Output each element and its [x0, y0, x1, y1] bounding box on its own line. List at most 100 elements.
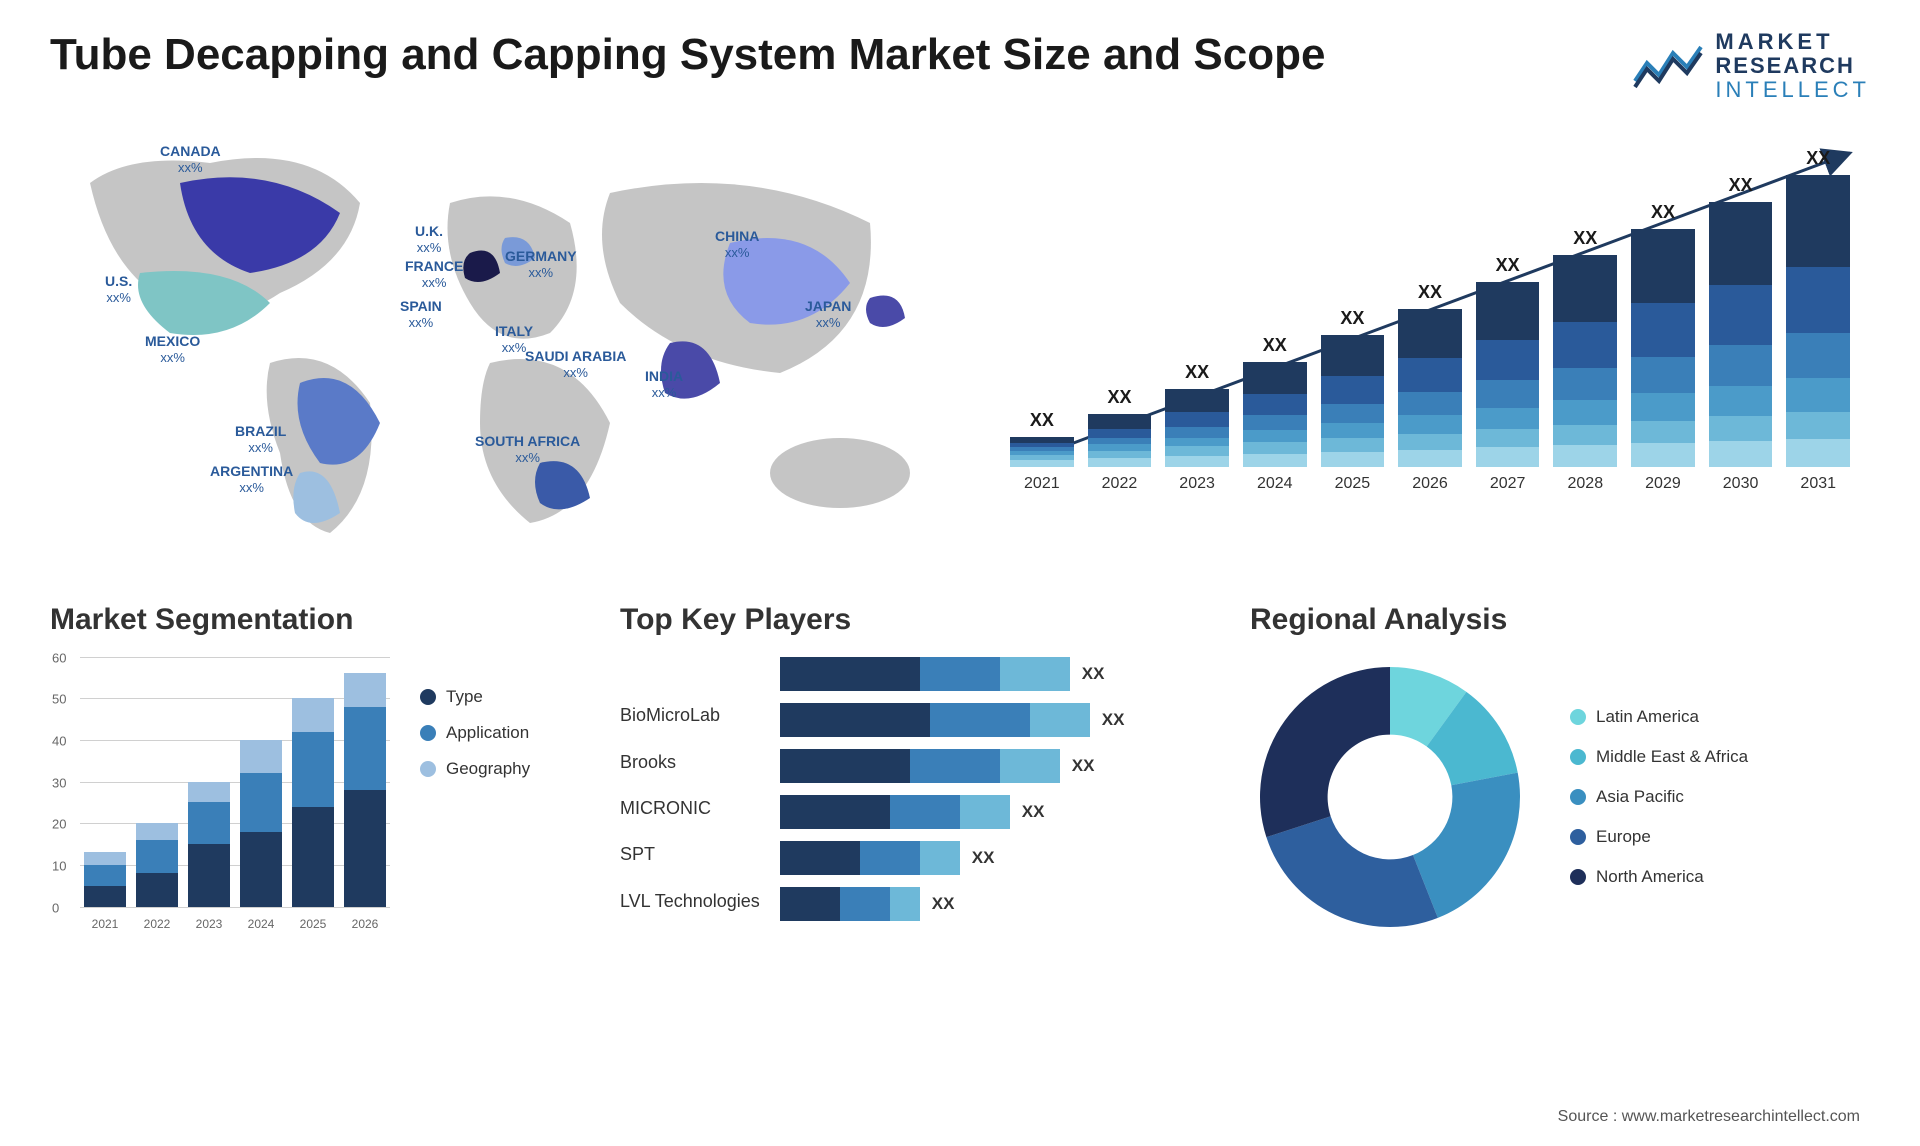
player-name: Brooks: [620, 743, 760, 781]
player-value: XX: [1102, 710, 1125, 730]
growth-bar: XX 2026: [1398, 282, 1462, 493]
growth-bar: XX 2028: [1553, 228, 1617, 492]
growth-bar: XX 2023: [1165, 362, 1229, 493]
segmentation-legend: Type Application Geography: [420, 657, 530, 937]
donut-slice: [1266, 816, 1437, 927]
map-label: MEXICOxx%: [145, 333, 200, 366]
growth-bar: XX 2024: [1243, 335, 1307, 492]
segmentation-bar: 2021: [84, 852, 126, 906]
players-title: Top Key Players: [620, 603, 1200, 637]
growth-bar: XX 2021: [1010, 410, 1074, 493]
brand-logo: MARKET RESEARCH INTELLECT: [1633, 30, 1870, 103]
segmentation-bar: 2026: [344, 673, 386, 906]
growth-bar-year: 2021: [1024, 475, 1060, 493]
header: Tube Decapping and Capping System Market…: [50, 30, 1870, 103]
page-title: Tube Decapping and Capping System Market…: [50, 30, 1325, 80]
map-label: U.K.xx%: [415, 223, 443, 256]
growth-bar-value: XX: [1263, 335, 1287, 356]
legend-item: Asia Pacific: [1570, 787, 1748, 807]
players-labels: BioMicroLabBrooksMICRONICSPTLVL Technolo…: [620, 657, 760, 921]
growth-bar-year: 2029: [1645, 475, 1681, 493]
growth-bar-year: 2023: [1179, 475, 1215, 493]
growth-bar-year: 2022: [1102, 475, 1138, 493]
logo-text: MARKET RESEARCH INTELLECT: [1715, 30, 1870, 103]
growth-bar-value: XX: [1729, 175, 1753, 196]
player-name: MICRONIC: [620, 790, 760, 828]
growth-bar-value: XX: [1806, 148, 1830, 169]
map-label: CHINAxx%: [715, 228, 759, 261]
player-value: XX: [1072, 756, 1095, 776]
donut-slice: [1260, 667, 1390, 837]
map-label: ARGENTINAxx%: [210, 463, 293, 496]
regional-legend: Latin America Middle East & Africa Asia Pa…: [1570, 707, 1748, 887]
map-label: JAPANxx%: [805, 298, 851, 331]
growth-bar: XX 2029: [1631, 202, 1695, 493]
source-attribution: Source : www.marketresearchintellect.com: [1558, 1108, 1860, 1126]
legend-item: Application: [420, 723, 530, 743]
regional-section: Regional Analysis Latin America Middle Ea…: [1250, 603, 1870, 937]
map-label: GERMANYxx%: [505, 248, 577, 281]
segmentation-bar: 2024: [240, 740, 282, 907]
segmentation-bar: 2025: [292, 698, 334, 906]
players-bars: XX XX XX XX XX XX: [780, 657, 1200, 921]
legend-item: Geography: [420, 759, 530, 779]
map-label: BRAZILxx%: [235, 423, 286, 456]
player-value: XX: [932, 894, 955, 914]
growth-bar-year: 2024: [1257, 475, 1293, 493]
growth-bar: XX 2027: [1476, 255, 1540, 492]
player-bar-row: XX: [780, 841, 1200, 875]
player-value: XX: [1022, 802, 1045, 822]
growth-bar-value: XX: [1030, 410, 1054, 431]
player-bar-row: XX: [780, 795, 1200, 829]
growth-bar-value: XX: [1340, 308, 1364, 329]
segmentation-bar: 2022: [136, 823, 178, 906]
growth-bar-value: XX: [1418, 282, 1442, 303]
player-value: XX: [1082, 664, 1105, 684]
regional-title: Regional Analysis: [1250, 603, 1870, 637]
growth-bar-value: XX: [1185, 362, 1209, 383]
segmentation-chart: 0102030405060 202120222023202420252026: [50, 657, 390, 937]
growth-bar-chart: XX 2021 XX 2022 XX 2023 XX 2024 XX 2025 XX 2026 XX 20…: [990, 133, 1870, 553]
player-name: BioMicroLab: [620, 697, 760, 735]
legend-item: Type: [420, 687, 530, 707]
legend-item: Europe: [1570, 827, 1748, 847]
growth-bar: XX 2031: [1786, 148, 1850, 492]
segmentation-section: Market Segmentation 0102030405060 202120…: [50, 603, 570, 937]
bottom-row: Market Segmentation 0102030405060 202120…: [50, 603, 1870, 937]
top-row: CANADAxx% U.S.xx% MEXICOxx% BRAZILxx% ARGENT…: [50, 133, 1870, 553]
map-label: U.S.xx%: [105, 273, 132, 306]
logo-icon: [1633, 41, 1703, 91]
world-map: CANADAxx% U.S.xx% MEXICOxx% BRAZILxx% ARGENT…: [50, 133, 950, 553]
growth-bar: XX 2022: [1088, 387, 1152, 492]
players-section: Top Key Players BioMicroLab Brooks MICRONI…: [620, 603, 1200, 937]
player-bar-row: XX: [780, 749, 1200, 783]
player-bar-row: XX: [780, 703, 1200, 737]
growth-bar: XX 2030: [1709, 175, 1773, 492]
map-label: CANADAxx%: [160, 143, 221, 176]
growth-bar-value: XX: [1651, 202, 1675, 223]
player-name: SPT: [620, 836, 760, 874]
player-bar-row: XX: [780, 657, 1200, 691]
growth-bar-year: 2025: [1335, 475, 1371, 493]
growth-bar-year: 2028: [1568, 475, 1604, 493]
growth-bar-year: 2031: [1800, 475, 1836, 493]
growth-bar-value: XX: [1573, 228, 1597, 249]
legend-item: North America: [1570, 867, 1748, 887]
growth-bar-value: XX: [1496, 255, 1520, 276]
growth-bar: XX 2025: [1321, 308, 1385, 492]
legend-item: Latin America: [1570, 707, 1748, 727]
growth-bar-year: 2030: [1723, 475, 1759, 493]
segmentation-title: Market Segmentation: [50, 603, 570, 637]
player-bar-row: XX: [780, 887, 1200, 921]
map-label: INDIAxx%: [645, 368, 683, 401]
map-label: FRANCExx%: [405, 258, 463, 291]
growth-bar-year: 2026: [1412, 475, 1448, 493]
player-value: XX: [972, 848, 995, 868]
map-label: SAUDI ARABIAxx%: [525, 348, 626, 381]
legend-item: Middle East & Africa: [1570, 747, 1748, 767]
growth-bar-value: XX: [1107, 387, 1131, 408]
regional-donut: [1250, 657, 1530, 937]
growth-bar-year: 2027: [1490, 475, 1526, 493]
segmentation-bar: 2023: [188, 782, 230, 907]
map-label: SOUTH AFRICAxx%: [475, 433, 580, 466]
